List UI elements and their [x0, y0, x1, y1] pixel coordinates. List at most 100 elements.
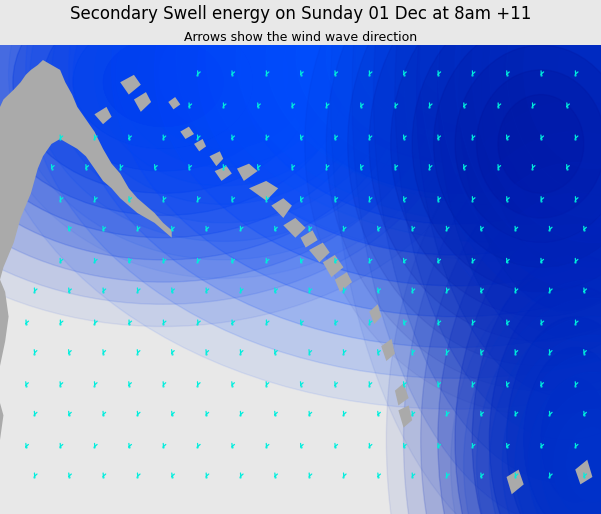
- Ellipse shape: [26, 0, 601, 378]
- Ellipse shape: [523, 0, 601, 169]
- Ellipse shape: [373, 0, 601, 483]
- Ellipse shape: [386, 0, 601, 132]
- Ellipse shape: [523, 347, 601, 514]
- Ellipse shape: [451, 261, 601, 514]
- Ellipse shape: [0, 0, 463, 304]
- Polygon shape: [168, 97, 180, 109]
- Ellipse shape: [8, 0, 438, 260]
- Ellipse shape: [94, 0, 352, 186]
- Ellipse shape: [154, 0, 601, 286]
- Ellipse shape: [180, 38, 266, 112]
- Text: Secondary Swell energy on Sunday 01 Dec at 8am +11: Secondary Swell energy on Sunday 01 Dec …: [70, 5, 531, 23]
- Polygon shape: [398, 406, 412, 428]
- Polygon shape: [283, 218, 306, 237]
- Ellipse shape: [73, 15, 253, 149]
- Ellipse shape: [206, 0, 601, 243]
- Ellipse shape: [369, 0, 601, 341]
- Polygon shape: [120, 75, 141, 95]
- Ellipse shape: [472, 0, 601, 243]
- Polygon shape: [210, 151, 223, 166]
- Polygon shape: [369, 304, 381, 324]
- Ellipse shape: [416, 0, 601, 397]
- Polygon shape: [335, 272, 352, 292]
- Polygon shape: [300, 230, 318, 248]
- Ellipse shape: [489, 317, 601, 514]
- Ellipse shape: [112, 0, 601, 317]
- Polygon shape: [309, 243, 330, 262]
- Ellipse shape: [477, 70, 601, 218]
- Ellipse shape: [43, 0, 283, 171]
- Ellipse shape: [403, 0, 601, 341]
- Ellipse shape: [455, 45, 601, 243]
- Ellipse shape: [296, 0, 601, 187]
- Ellipse shape: [558, 21, 601, 119]
- Ellipse shape: [416, 2, 597, 113]
- Polygon shape: [381, 339, 395, 361]
- Ellipse shape: [507, 0, 601, 193]
- Ellipse shape: [502, 0, 601, 224]
- Ellipse shape: [433, 21, 601, 267]
- Ellipse shape: [438, 0, 601, 292]
- Polygon shape: [94, 107, 112, 124]
- Ellipse shape: [326, 0, 601, 169]
- Ellipse shape: [0, 0, 403, 260]
- Ellipse shape: [103, 38, 223, 126]
- Ellipse shape: [489, 0, 601, 218]
- Ellipse shape: [523, 8, 601, 181]
- Ellipse shape: [421, 162, 601, 514]
- Ellipse shape: [159, 20, 288, 131]
- Ellipse shape: [0, 0, 493, 326]
- Ellipse shape: [502, 335, 601, 514]
- Ellipse shape: [13, 0, 313, 193]
- Ellipse shape: [541, 391, 601, 514]
- Ellipse shape: [463, 280, 601, 514]
- Ellipse shape: [138, 1, 309, 149]
- Ellipse shape: [266, 0, 601, 206]
- Ellipse shape: [541, 378, 601, 502]
- Ellipse shape: [326, 0, 584, 162]
- Ellipse shape: [477, 298, 601, 514]
- Ellipse shape: [52, 0, 395, 223]
- Polygon shape: [575, 460, 593, 484]
- Ellipse shape: [455, 224, 601, 514]
- Ellipse shape: [472, 255, 601, 514]
- Polygon shape: [180, 126, 194, 139]
- Ellipse shape: [0, 0, 343, 215]
- Polygon shape: [395, 383, 409, 406]
- Ellipse shape: [0, 0, 459, 279]
- Ellipse shape: [403, 132, 601, 514]
- Ellipse shape: [176, 0, 601, 261]
- Ellipse shape: [30, 0, 416, 242]
- Ellipse shape: [331, 0, 601, 514]
- Ellipse shape: [567, 428, 601, 502]
- Ellipse shape: [348, 0, 601, 366]
- Ellipse shape: [386, 101, 601, 514]
- Ellipse shape: [438, 0, 601, 354]
- Text: Arrows show the wind wave direction: Arrows show the wind wave direction: [184, 31, 417, 44]
- Ellipse shape: [412, 0, 601, 292]
- Ellipse shape: [438, 193, 601, 514]
- Ellipse shape: [541, 0, 601, 144]
- Ellipse shape: [395, 0, 601, 440]
- Polygon shape: [0, 280, 8, 514]
- Polygon shape: [507, 470, 523, 494]
- Ellipse shape: [352, 0, 601, 514]
- Ellipse shape: [356, 0, 601, 150]
- Ellipse shape: [73, 0, 373, 205]
- Ellipse shape: [198, 0, 601, 255]
- Polygon shape: [271, 198, 292, 218]
- Ellipse shape: [528, 372, 601, 514]
- Ellipse shape: [447, 21, 567, 95]
- Ellipse shape: [455, 0, 601, 267]
- Polygon shape: [249, 181, 278, 200]
- Ellipse shape: [554, 409, 601, 514]
- Ellipse shape: [0, 0, 433, 282]
- Ellipse shape: [498, 95, 584, 193]
- Ellipse shape: [391, 0, 601, 317]
- Ellipse shape: [481, 0, 601, 267]
- Ellipse shape: [116, 0, 331, 168]
- Ellipse shape: [326, 0, 601, 391]
- Polygon shape: [134, 92, 151, 112]
- Ellipse shape: [0, 0, 601, 409]
- Ellipse shape: [0, 0, 373, 237]
